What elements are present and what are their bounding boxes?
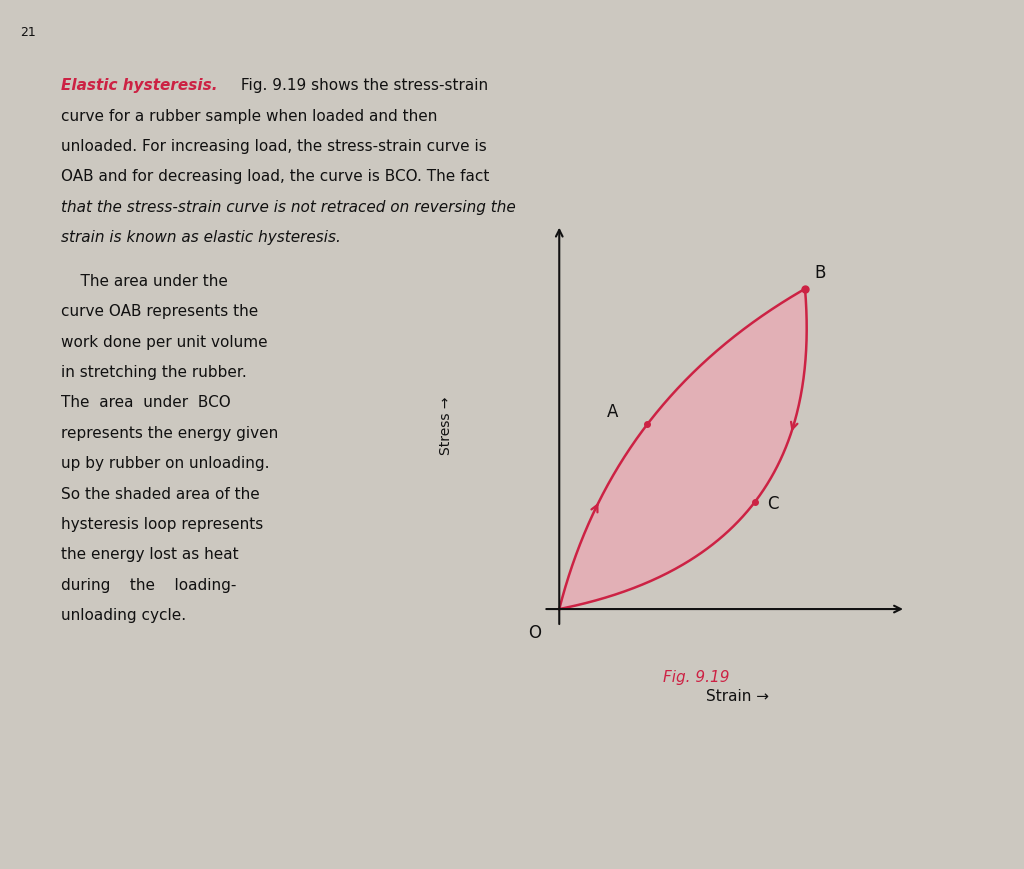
Text: unloading cycle.: unloading cycle. [61,608,186,623]
Text: up by rubber on unloading.: up by rubber on unloading. [61,456,270,471]
Text: curve for a rubber sample when loaded and then: curve for a rubber sample when loaded an… [61,109,438,123]
Text: B: B [814,264,825,282]
Text: So the shaded area of the: So the shaded area of the [61,487,260,501]
Text: in stretching the rubber.: in stretching the rubber. [61,365,247,380]
Text: during    the    loading-: during the loading- [61,578,237,593]
Text: A: A [606,403,617,421]
Text: unloaded. For increasing load, the stress-strain curve is: unloaded. For increasing load, the stres… [61,139,487,154]
Text: O: O [527,624,541,641]
Text: The  area  under  BCO: The area under BCO [61,395,231,410]
Text: The area under the: The area under the [61,274,228,289]
Text: that the stress-strain curve is not retraced on reversing the: that the stress-strain curve is not retr… [61,200,516,215]
Text: OAB and for decreasing load, the curve is BCO. The fact: OAB and for decreasing load, the curve i… [61,169,489,184]
Text: Fig. 9.19 shows the stress-strain: Fig. 9.19 shows the stress-strain [236,78,487,93]
Text: hysteresis loop represents: hysteresis loop represents [61,517,264,532]
Text: 21: 21 [20,26,36,39]
Polygon shape [559,289,807,609]
Text: represents the energy given: represents the energy given [61,426,279,441]
Text: strain is known as elastic hysteresis.: strain is known as elastic hysteresis. [61,230,341,245]
Text: work done per unit volume: work done per unit volume [61,335,268,349]
Text: the energy lost as heat: the energy lost as heat [61,547,239,562]
Text: Strain →: Strain → [706,689,769,705]
Text: C: C [767,495,778,514]
Text: Stress →: Stress → [439,396,454,455]
Text: Elastic hysteresis.: Elastic hysteresis. [61,78,218,93]
Text: curve OAB represents the: curve OAB represents the [61,304,259,319]
Text: Fig. 9.19: Fig. 9.19 [664,670,729,686]
